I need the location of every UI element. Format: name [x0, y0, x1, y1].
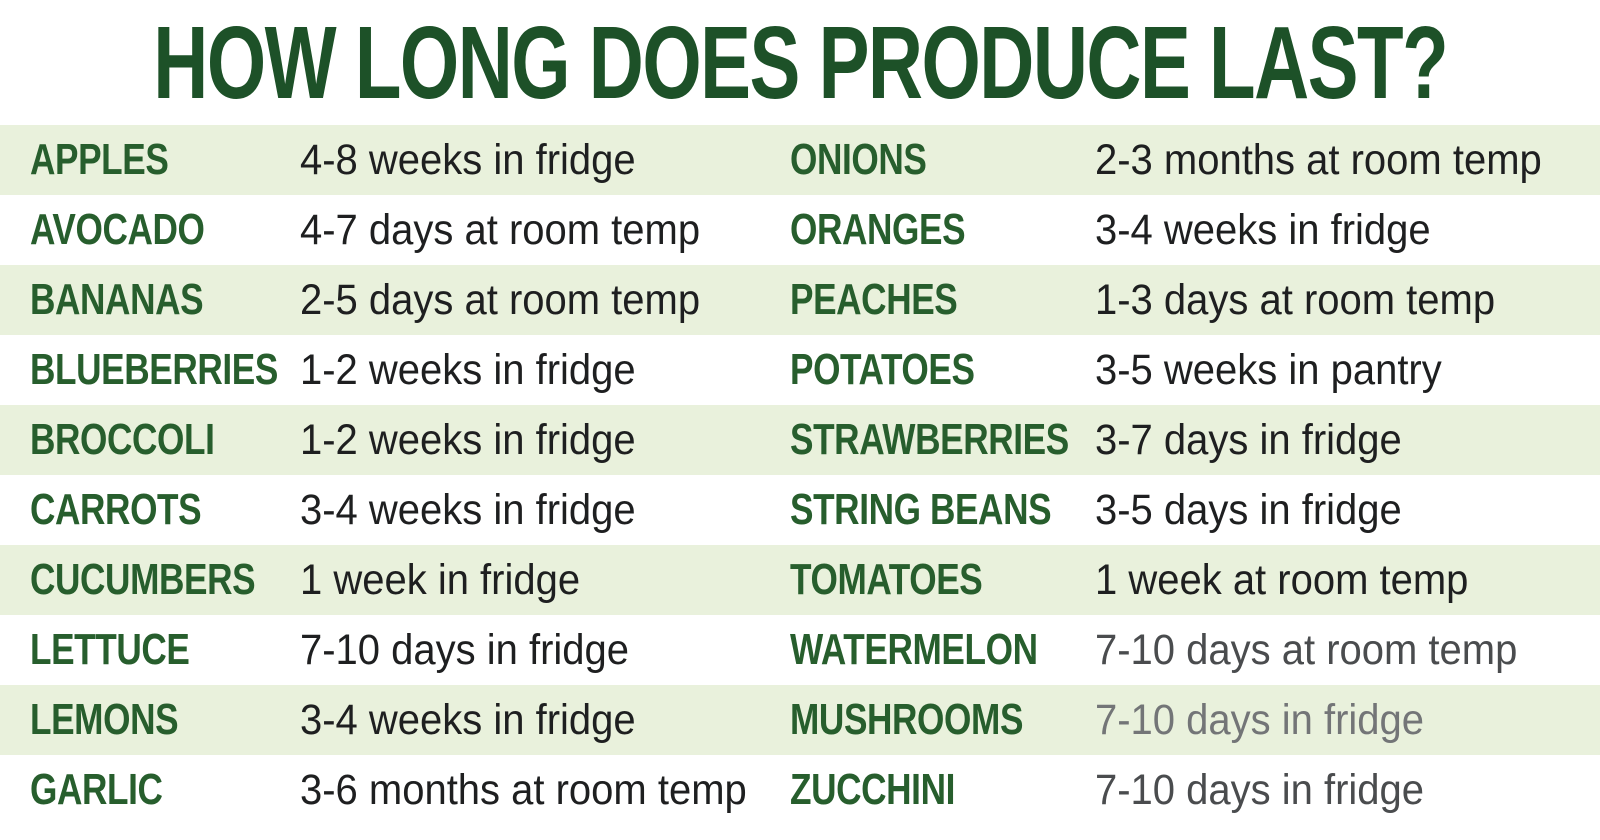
produce-name-label: STRING BEANS: [790, 485, 1052, 534]
produce-duration-label: 1 week at room temp: [1095, 555, 1469, 604]
produce-duration-label: 7-10 days in fridge: [1095, 695, 1425, 744]
produce-name-label: ORANGES: [790, 205, 966, 254]
produce-duration: 3-4 weeks in fridge: [300, 485, 790, 534]
produce-name-label: LETTUCE: [30, 625, 190, 674]
produce-name: PEACHES: [790, 278, 1095, 322]
produce-duration: 7-10 days in fridge: [1095, 765, 1600, 814]
produce-name-label: PEACHES: [790, 275, 958, 324]
produce-duration-label: 1-3 days at room temp: [1095, 275, 1496, 324]
produce-duration-label: 7-10 days in fridge: [1095, 765, 1425, 814]
produce-duration-label: 3-4 weeks in fridge: [300, 485, 636, 534]
produce-duration: 2-3 months at room temp: [1095, 135, 1600, 184]
produce-duration-label: 7-10 days at room temp: [1095, 625, 1518, 674]
table-row: GARLIC 3-6 months at room temp ZUCCHINI …: [0, 755, 1600, 825]
produce-name: GARLIC: [0, 768, 300, 812]
produce-duration: 3-4 weeks in fridge: [1095, 205, 1600, 254]
produce-name: WATERMELON: [790, 628, 1095, 672]
produce-name: STRING BEANS: [790, 488, 1095, 532]
produce-duration-label: 1-2 weeks in fridge: [300, 415, 636, 464]
produce-duration-label: 3-4 weeks in fridge: [300, 695, 636, 744]
produce-name: APPLES: [0, 138, 300, 182]
table-row: LEMONS 3-4 weeks in fridge MUSHROOMS 7-1…: [0, 685, 1600, 755]
produce-duration: 7-10 days at room temp: [1095, 625, 1600, 674]
table-row: LETTUCE 7-10 days in fridge WATERMELON 7…: [0, 615, 1600, 685]
produce-duration-label: 1-2 weeks in fridge: [300, 345, 636, 394]
table-row: AVOCADO 4-7 days at room temp ORANGES 3-…: [0, 195, 1600, 265]
produce-name-label: MUSHROOMS: [790, 695, 1024, 744]
produce-duration-label: 3-5 days in fridge: [1095, 485, 1402, 534]
produce-duration: 3-4 weeks in fridge: [300, 695, 790, 744]
produce-duration-label: 3-6 months at room temp: [300, 765, 747, 814]
produce-name: CARROTS: [0, 488, 300, 532]
produce-duration: 3-7 days in fridge: [1095, 415, 1600, 464]
produce-table: APPLES 4-8 weeks in fridge ONIONS 2-3 mo…: [0, 125, 1600, 825]
produce-name: MUSHROOMS: [790, 698, 1095, 742]
produce-name: BANANAS: [0, 278, 300, 322]
produce-duration-label: 1 week in fridge: [300, 555, 581, 604]
produce-duration-label: 4-8 weeks in fridge: [300, 135, 636, 184]
produce-name: LEMONS: [0, 698, 300, 742]
produce-name-label: CARROTS: [30, 485, 202, 534]
produce-name-label: GARLIC: [30, 765, 163, 814]
produce-duration-label: 4-7 days at room temp: [300, 205, 701, 254]
produce-duration-label: 3-5 weeks in pantry: [1095, 345, 1442, 394]
table-row: CUCUMBERS 1 week in fridge TOMATOES 1 we…: [0, 545, 1600, 615]
produce-name-label: WATERMELON: [790, 625, 1038, 674]
produce-name-label: ONIONS: [790, 135, 927, 184]
produce-name-label: LEMONS: [30, 695, 179, 744]
produce-name: BLUEBERRIES: [0, 348, 300, 392]
produce-name: AVOCADO: [0, 208, 300, 252]
table-row: BANANAS 2-5 days at room temp PEACHES 1-…: [0, 265, 1600, 335]
produce-duration: 1-2 weeks in fridge: [300, 415, 790, 464]
produce-duration: 2-5 days at room temp: [300, 275, 790, 324]
table-row: BROCCOLI 1-2 weeks in fridge STRAWBERRIE…: [0, 405, 1600, 475]
produce-duration: 4-8 weeks in fridge: [300, 135, 790, 184]
produce-name-label: APPLES: [30, 135, 169, 184]
table-row: APPLES 4-8 weeks in fridge ONIONS 2-3 mo…: [0, 125, 1600, 195]
produce-name-label: POTATOES: [790, 345, 975, 394]
table-row: BLUEBERRIES 1-2 weeks in fridge POTATOES…: [0, 335, 1600, 405]
produce-name-label: STRAWBERRIES: [790, 415, 1069, 464]
produce-name: POTATOES: [790, 348, 1095, 392]
produce-name: BROCCOLI: [0, 418, 300, 462]
page-title: HOW LONG DOES PRODUCE LAST?: [153, 5, 1448, 120]
produce-duration: 3-6 months at room temp: [300, 765, 790, 814]
produce-duration-label: 7-10 days in fridge: [300, 625, 630, 674]
produce-name: ONIONS: [790, 138, 1095, 182]
produce-name-label: CUCUMBERS: [30, 555, 256, 604]
produce-duration: 1-3 days at room temp: [1095, 275, 1600, 324]
produce-duration: 3-5 weeks in pantry: [1095, 345, 1600, 394]
produce-duration: 1 week in fridge: [300, 555, 790, 604]
produce-duration: 7-10 days in fridge: [1095, 695, 1600, 744]
produce-name: ORANGES: [790, 208, 1095, 252]
table-row: CARROTS 3-4 weeks in fridge STRING BEANS…: [0, 475, 1600, 545]
produce-name: TOMATOES: [790, 558, 1095, 602]
produce-duration: 1 week at room temp: [1095, 555, 1600, 604]
produce-name: STRAWBERRIES: [790, 418, 1095, 462]
produce-duration-label: 3-7 days in fridge: [1095, 415, 1402, 464]
produce-duration-label: 2-3 months at room temp: [1095, 135, 1542, 184]
produce-name: LETTUCE: [0, 628, 300, 672]
produce-name-label: BROCCOLI: [30, 415, 215, 464]
produce-duration-label: 3-4 weeks in fridge: [1095, 205, 1431, 254]
produce-duration: 3-5 days in fridge: [1095, 485, 1600, 534]
produce-name-label: BLUEBERRIES: [30, 345, 278, 394]
produce-duration-label: 2-5 days at room temp: [300, 275, 701, 324]
title-bar: HOW LONG DOES PRODUCE LAST?: [0, 0, 1600, 125]
produce-name-label: ZUCCHINI: [790, 765, 955, 814]
produce-name-label: AVOCADO: [30, 205, 205, 254]
produce-duration: 7-10 days in fridge: [300, 625, 790, 674]
produce-name-label: BANANAS: [30, 275, 204, 324]
produce-name: CUCUMBERS: [0, 558, 300, 602]
produce-name: ZUCCHINI: [790, 768, 1095, 812]
produce-name-label: TOMATOES: [790, 555, 983, 604]
produce-duration: 4-7 days at room temp: [300, 205, 790, 254]
produce-duration: 1-2 weeks in fridge: [300, 345, 790, 394]
